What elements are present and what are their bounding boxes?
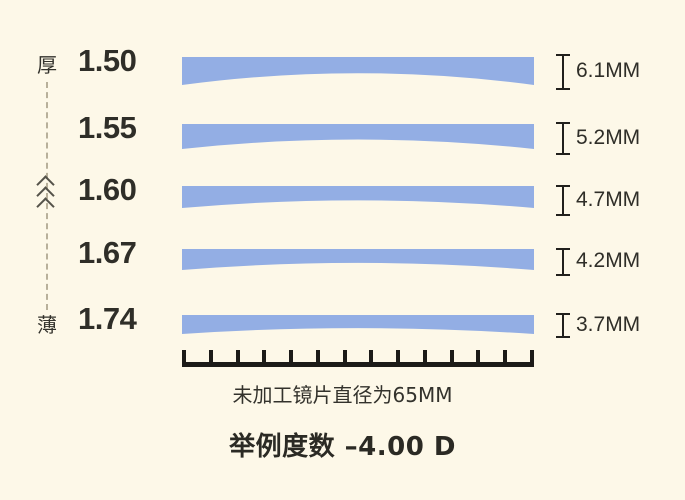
ruler-tick: [396, 350, 401, 367]
thickness-value-label: 3.7MM: [576, 312, 641, 336]
thickness-measure-icon: [556, 248, 570, 276]
measure-cap-bottom: [556, 88, 570, 90]
measure-bar: [562, 54, 564, 90]
measure-bar: [562, 248, 564, 276]
ruler-tick: [503, 350, 508, 367]
scale-label-thin: 薄: [37, 313, 57, 337]
ruler-tick: [530, 350, 534, 367]
thickness-value-label: 4.7MM: [576, 187, 641, 211]
measure-cap-bottom: [556, 274, 570, 276]
diameter-caption: 未加工镜片直径为65MM: [232, 383, 453, 407]
thickness-measure-icon: [556, 54, 570, 90]
scale-label-thick: 厚: [37, 53, 57, 77]
thickness-value-label: 5.2MM: [576, 125, 641, 149]
lens-cross-section: [182, 186, 534, 210]
power-caption: 举例度数 –4.00 D: [229, 432, 456, 462]
thickness-measure-icon: [556, 122, 570, 155]
refractive-index-label: 1.74: [78, 301, 137, 336]
thickness-value-label: 4.2MM: [576, 249, 641, 272]
ruler-tick: [369, 350, 374, 367]
ruler-tick: [449, 350, 454, 367]
lens-cross-section: [182, 315, 534, 336]
ruler-tick: [289, 350, 294, 367]
measure-bar: [562, 313, 564, 338]
thickness-measure-icon: [556, 185, 570, 216]
lens-row: 1.67 4.2MM: [0, 227, 685, 293]
ruler-tick: [422, 350, 427, 367]
ruler-tick: [342, 350, 347, 367]
measure-cap-bottom: [556, 153, 570, 155]
lens-row: 1.74 3.7MM: [0, 293, 685, 359]
thickness-scale: 厚 薄: [30, 50, 64, 340]
measure-bar: [562, 122, 564, 155]
ruler-tick: [315, 350, 320, 367]
refractive-index-label: 1.55: [78, 110, 137, 145]
ruler-tick: [208, 350, 213, 367]
ruler-tick: [476, 350, 481, 367]
refractive-index-label: 1.67: [78, 235, 137, 270]
ruler-baseline: [182, 362, 534, 367]
scale-dashed-line: [46, 82, 48, 310]
thickness-value-label: 6.1MM: [576, 59, 641, 82]
lens-row: 1.55 5.2MM: [0, 102, 685, 168]
ruler-tick: [235, 350, 240, 367]
ruler-tick: [182, 350, 186, 367]
lens-row: 1.50 6.1MM: [0, 35, 685, 101]
diameter-ruler: [182, 345, 534, 367]
lens-cross-section: [182, 57, 534, 87]
lens-row: 1.60 4.7MM: [0, 164, 685, 230]
thickness-measure-icon: [556, 313, 570, 338]
lens-cross-section: [182, 249, 534, 272]
refractive-index-label: 1.60: [78, 172, 137, 207]
measure-bar: [562, 185, 564, 216]
lens-cross-section: [182, 124, 534, 151]
measure-cap-bottom: [556, 336, 570, 338]
refractive-index-label: 1.50: [78, 43, 137, 78]
ruler-tick: [262, 350, 267, 367]
measure-cap-bottom: [556, 214, 570, 216]
